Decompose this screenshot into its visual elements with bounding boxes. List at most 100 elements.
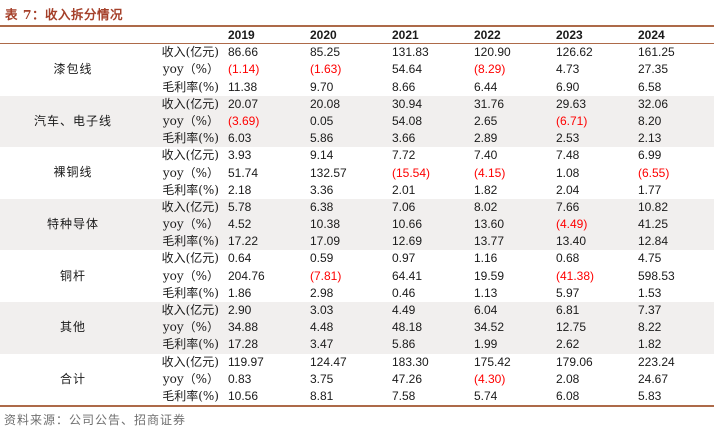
- value-cell: 3.36: [310, 182, 334, 197]
- value-cell: (8.29): [474, 62, 506, 77]
- value-cell: 0.46: [392, 285, 416, 300]
- category-cell: 漆包线: [53, 62, 93, 77]
- value-cell: 179.06: [556, 354, 593, 369]
- value-cell: 120.90: [474, 45, 511, 60]
- category-cell: 裸铜线: [53, 165, 93, 180]
- value-cell: (7.81): [310, 268, 342, 283]
- value-cell: 2.90: [222, 302, 304, 320]
- value-cell: (6.71): [550, 112, 632, 131]
- value-cell: 13.60: [468, 216, 550, 234]
- metric-label-cell: 收入(亿元): [146, 198, 222, 217]
- value-cell: 1.86: [228, 285, 252, 300]
- year-header-cell: 2022: [468, 27, 550, 45]
- value-cell: 54.64: [392, 62, 423, 77]
- value-cell: (41.38): [556, 268, 595, 283]
- value-cell: (4.15): [474, 165, 506, 180]
- value-cell: 27.35: [638, 62, 669, 77]
- metric-label-cell: yoy（%）: [162, 268, 219, 283]
- value-cell: 13.40: [550, 233, 632, 251]
- value-cell: 2.89: [468, 130, 550, 148]
- metric-label-cell: yoy（%）: [146, 112, 222, 131]
- value-cell: 86.66: [228, 45, 259, 60]
- value-cell: 12.69: [386, 233, 468, 251]
- value-cell: 6.08: [556, 388, 580, 403]
- category-cell: 铜杆: [59, 268, 86, 283]
- metric-label-cell: 毛利率(%): [162, 182, 219, 197]
- category-cell: 其他: [0, 302, 146, 354]
- value-cell: 4.75: [638, 251, 662, 266]
- metric-label-cell: 收入(亿元): [146, 95, 222, 113]
- value-cell: 6.04: [468, 302, 550, 320]
- value-cell: 17.22: [222, 233, 304, 251]
- value-cell: 6.44: [474, 79, 498, 94]
- value-cell: 175.42: [474, 354, 511, 369]
- value-cell: 10.66: [386, 216, 468, 234]
- value-cell: 7.72: [392, 148, 416, 163]
- value-cell: 1.16: [474, 251, 498, 266]
- value-cell: 0.59: [310, 251, 334, 266]
- value-cell: 20.08: [304, 95, 386, 113]
- value-cell: 5.83: [638, 388, 662, 403]
- value-cell: 0.68: [556, 251, 580, 266]
- value-cell: 223.24: [638, 354, 675, 369]
- value-cell: (6.55): [638, 165, 670, 180]
- value-cell: 54.08: [386, 112, 468, 131]
- value-cell: 119.97: [228, 354, 264, 369]
- value-cell: 12.75: [550, 319, 632, 337]
- value-cell: 20.07: [222, 95, 304, 113]
- value-cell: 10.38: [304, 216, 386, 234]
- category-cell: 合计: [59, 371, 86, 386]
- year-header-cell: 2023: [550, 27, 632, 45]
- value-cell: 31.76: [468, 95, 550, 113]
- value-cell: 1.13: [474, 285, 498, 300]
- value-cell: 19.59: [474, 268, 505, 283]
- value-cell: 34.88: [222, 319, 304, 337]
- metric-label-cell: 收入(亿元): [146, 302, 222, 320]
- value-cell: 8.81: [310, 388, 334, 403]
- value-cell: 7.66: [550, 198, 632, 217]
- value-cell: 9.14: [310, 148, 334, 163]
- value-cell: 29.63: [550, 95, 632, 113]
- value-cell: 32.06: [632, 95, 714, 113]
- value-cell: 1.53: [638, 285, 662, 300]
- value-cell: 3.03: [304, 302, 386, 320]
- value-cell: 1.82: [474, 182, 498, 197]
- value-cell: 0.97: [392, 251, 416, 266]
- value-cell: 6.03: [222, 130, 304, 148]
- category-cell: 特种导体: [0, 198, 146, 251]
- metric-label-cell: yoy（%）: [162, 165, 219, 180]
- metric-label-cell: 收入(亿元): [161, 148, 219, 163]
- value-cell: 6.81: [550, 302, 632, 320]
- value-cell: 124.47: [310, 354, 347, 369]
- value-cell: 10.82: [632, 198, 714, 217]
- value-cell: 598.53: [638, 268, 675, 283]
- metric-label-cell: 收入(亿元): [161, 45, 219, 60]
- value-cell: 11.38: [228, 79, 258, 94]
- value-cell: 30.94: [386, 95, 468, 113]
- value-cell: 1.08: [556, 165, 580, 180]
- metric-label-cell: 收入(亿元): [161, 354, 219, 369]
- value-cell: 3.93: [228, 148, 252, 163]
- metric-label-cell: yoy（%）: [162, 62, 219, 77]
- metric-label-cell: 收入(亿元): [161, 251, 219, 266]
- value-cell: 2.98: [310, 285, 334, 300]
- title-rule: [0, 25, 714, 27]
- value-cell: 7.37: [632, 302, 714, 320]
- value-cell: 10.56: [228, 388, 259, 403]
- value-cell: 4.52: [222, 216, 304, 234]
- value-cell: 0.64: [228, 251, 252, 266]
- value-cell: 3.66: [386, 130, 468, 148]
- value-cell: 8.02: [468, 198, 550, 217]
- category-cell: 汽车、电子线: [0, 95, 146, 148]
- value-cell: 8.20: [632, 112, 714, 131]
- value-cell: 2.65: [468, 112, 550, 131]
- value-cell: 6.99: [638, 148, 662, 163]
- value-cell: 1.82: [632, 336, 714, 354]
- value-cell: 5.78: [222, 198, 304, 217]
- value-cell: 4.48: [304, 319, 386, 337]
- metric-label-cell: 毛利率(%): [146, 233, 222, 251]
- value-cell: 2.18: [228, 182, 252, 197]
- value-cell: 34.52: [468, 319, 550, 337]
- value-cell: 132.57: [310, 165, 347, 180]
- value-cell: 2.13: [632, 130, 714, 148]
